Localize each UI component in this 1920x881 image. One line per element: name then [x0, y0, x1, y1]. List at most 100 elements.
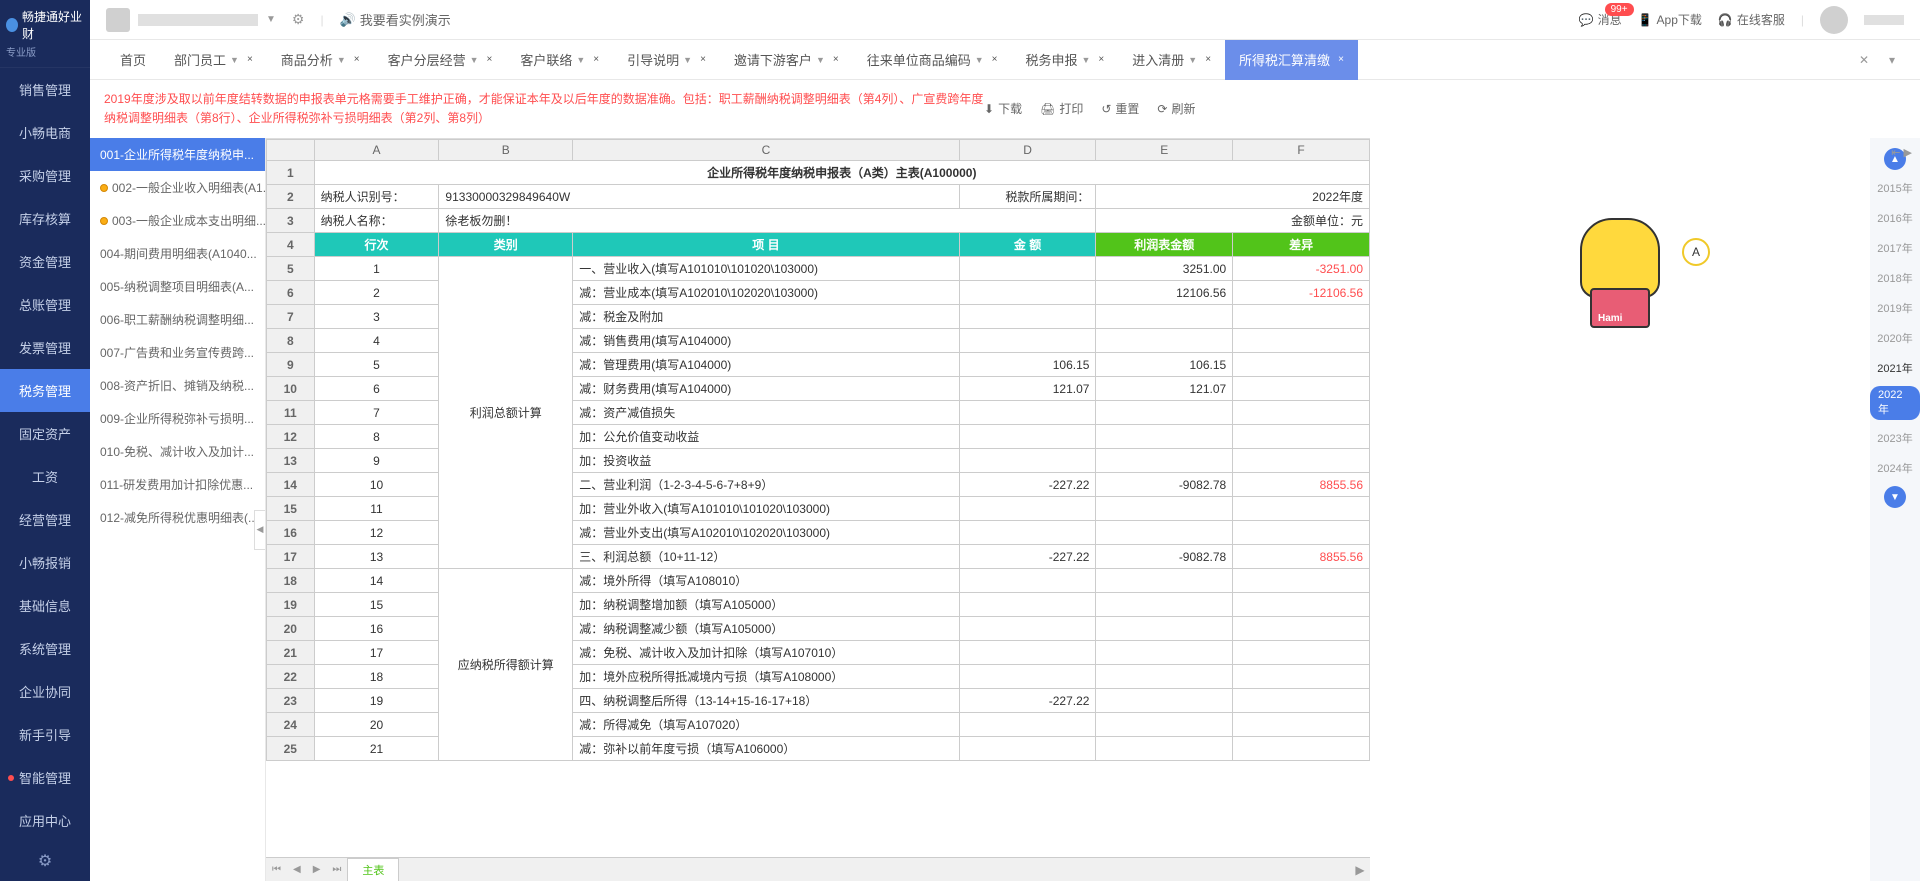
cell[interactable]: 减：免税、减计收入及加计扣除（填写A107010）	[573, 641, 959, 665]
close-all-tabs-icon[interactable]: ✕	[1852, 48, 1876, 72]
cell[interactable]: 25	[267, 737, 315, 761]
cell[interactable]: 加：营业外收入(填写A101010\101020\103000)	[573, 497, 959, 521]
cell[interactable]: 7	[267, 305, 315, 329]
report-item[interactable]: 004-期间费用明细表(A1040...	[90, 237, 265, 270]
tabs-menu-icon[interactable]: ▾	[1880, 48, 1904, 72]
sidebar-item[interactable]: 基础信息	[0, 584, 90, 627]
cell[interactable]: 8	[267, 329, 315, 353]
tab-close-icon[interactable]: ×	[1098, 54, 1104, 65]
year-item[interactable]: 2019年	[1877, 296, 1912, 320]
cell[interactable]: 减：纳税调整减少额（填写A105000）	[573, 617, 959, 641]
cell[interactable]	[1096, 641, 1233, 665]
cell[interactable]	[959, 641, 1096, 665]
cell[interactable]: 5	[267, 257, 315, 281]
cell[interactable]: 18	[267, 569, 315, 593]
cell[interactable]	[1096, 449, 1233, 473]
tab[interactable]: 往来单位商品编码▼×	[853, 40, 1012, 80]
sidebar-item[interactable]: 小畅报销	[0, 541, 90, 584]
cell[interactable]	[1233, 377, 1370, 401]
report-item[interactable]: 005-纳税调整项目明细表(A...	[90, 270, 265, 303]
year-item[interactable]: 2016年	[1877, 206, 1912, 230]
cell[interactable]: 10	[267, 377, 315, 401]
tab[interactable]: 首页	[106, 40, 160, 80]
sidebar-item[interactable]: 固定资产	[0, 412, 90, 455]
cell[interactable]: 行次	[314, 233, 439, 257]
cell[interactable]: 2	[314, 281, 439, 305]
cell[interactable]: -9082.78	[1096, 545, 1233, 569]
cell[interactable]: 9	[267, 353, 315, 377]
cell[interactable]: 12	[314, 521, 439, 545]
cell[interactable]: 2022年度	[1096, 185, 1370, 209]
cell[interactable]: 利润表金额	[1096, 233, 1233, 257]
cell[interactable]: -9082.78	[1096, 473, 1233, 497]
tab-close-icon[interactable]: ×	[1338, 54, 1344, 65]
cell[interactable]: 17	[314, 641, 439, 665]
report-item[interactable]: 003-一般企业成本支出明细...	[90, 204, 265, 237]
cell[interactable]: 4	[314, 329, 439, 353]
sidebar-item[interactable]: 经营管理	[0, 498, 90, 541]
sheet-nav-last[interactable]: ⏭	[326, 864, 347, 875]
cell[interactable]: 12106.56	[1096, 281, 1233, 305]
report-item[interactable]: 007-广告费和业务宣传费跨...	[90, 336, 265, 369]
cell[interactable]	[1233, 713, 1370, 737]
sheet-container[interactable]: ABCDEF1企业所得税年度纳税申报表（A类）主表(A100000)2纳税人识别…	[266, 138, 1370, 857]
cell[interactable]	[959, 425, 1096, 449]
download-button[interactable]: 📱 App下载	[1638, 11, 1702, 28]
cell[interactable]	[959, 449, 1096, 473]
cell[interactable]: 17	[267, 545, 315, 569]
tab-close-icon[interactable]: ×	[487, 54, 493, 65]
cell[interactable]: 减：税金及附加	[573, 305, 959, 329]
cell[interactable]: 金额单位：元	[1096, 209, 1370, 233]
cell[interactable]: 1	[314, 257, 439, 281]
cell[interactable]: 11	[314, 497, 439, 521]
cell[interactable]: 13	[267, 449, 315, 473]
cell[interactable]	[959, 401, 1096, 425]
cell[interactable]: E	[1096, 140, 1233, 161]
cell[interactable]: 减：弥补以前年度亏损（填写A106000）	[573, 737, 959, 761]
tab[interactable]: 客户分层经营▼×	[374, 40, 507, 80]
tab-close-icon[interactable]: ×	[833, 54, 839, 65]
cell[interactable]: 减：营业成本(填写A102010\102020\103000)	[573, 281, 959, 305]
cell[interactable]	[1233, 521, 1370, 545]
cell[interactable]: 减：资产减值损失	[573, 401, 959, 425]
cell[interactable]: 91330000329849640W	[439, 185, 959, 209]
cell[interactable]: 24	[267, 713, 315, 737]
cell[interactable]: B	[439, 140, 573, 161]
cell[interactable]: 二、营业利润（1-2-3-4-5-6-7+8+9）	[573, 473, 959, 497]
sidebar-item[interactable]: 智能管理	[0, 756, 90, 799]
cell[interactable]: 8	[314, 425, 439, 449]
cell[interactable]: 12	[267, 425, 315, 449]
cell[interactable]	[959, 305, 1096, 329]
cell[interactable]	[1233, 401, 1370, 425]
cell[interactable]: 19	[267, 593, 315, 617]
cell[interactable]: 纳税人识别号：	[314, 185, 439, 209]
year-item[interactable]: 2015年	[1877, 176, 1912, 200]
cell[interactable]: 差异	[1233, 233, 1370, 257]
cell[interactable]	[1233, 641, 1370, 665]
cell[interactable]: -12106.56	[1233, 281, 1370, 305]
cell[interactable]: 项 目	[573, 233, 959, 257]
cell[interactable]: 8855.56	[1233, 545, 1370, 569]
sidebar-item[interactable]: 资金管理	[0, 240, 90, 283]
cell[interactable]: 106.15	[959, 353, 1096, 377]
cell[interactable]: 税款所属期间：	[959, 185, 1096, 209]
tab-close-icon[interactable]: ×	[247, 54, 253, 65]
cell[interactable]: 加：境外应税所得抵减境内亏损（填写A108000）	[573, 665, 959, 689]
cell[interactable]: 6	[267, 281, 315, 305]
collapse-handle[interactable]: ◀	[254, 510, 266, 550]
sidebar-item[interactable]: 应用中心	[0, 799, 90, 841]
cell[interactable]	[959, 521, 1096, 545]
cell[interactable]: 13	[314, 545, 439, 569]
sidebar-item[interactable]: 总账管理	[0, 283, 90, 326]
cell[interactable]	[1096, 497, 1233, 521]
cell[interactable]	[1096, 593, 1233, 617]
tab[interactable]: 引导说明▼×	[613, 40, 720, 80]
cell[interactable]: 企业所得税年度纳税申报表（A类）主表(A100000)	[314, 161, 1369, 185]
cell[interactable]: 徐老板勿删！	[439, 209, 1096, 233]
year-item[interactable]: 2023年	[1877, 426, 1912, 450]
cell[interactable]	[1096, 617, 1233, 641]
report-item[interactable]: 001-企业所得税年度纳税申...	[90, 138, 265, 171]
cell[interactable]	[1096, 713, 1233, 737]
cell[interactable]: 8855.56	[1233, 473, 1370, 497]
cell[interactable]: 减：管理费用(填写A104000)	[573, 353, 959, 377]
